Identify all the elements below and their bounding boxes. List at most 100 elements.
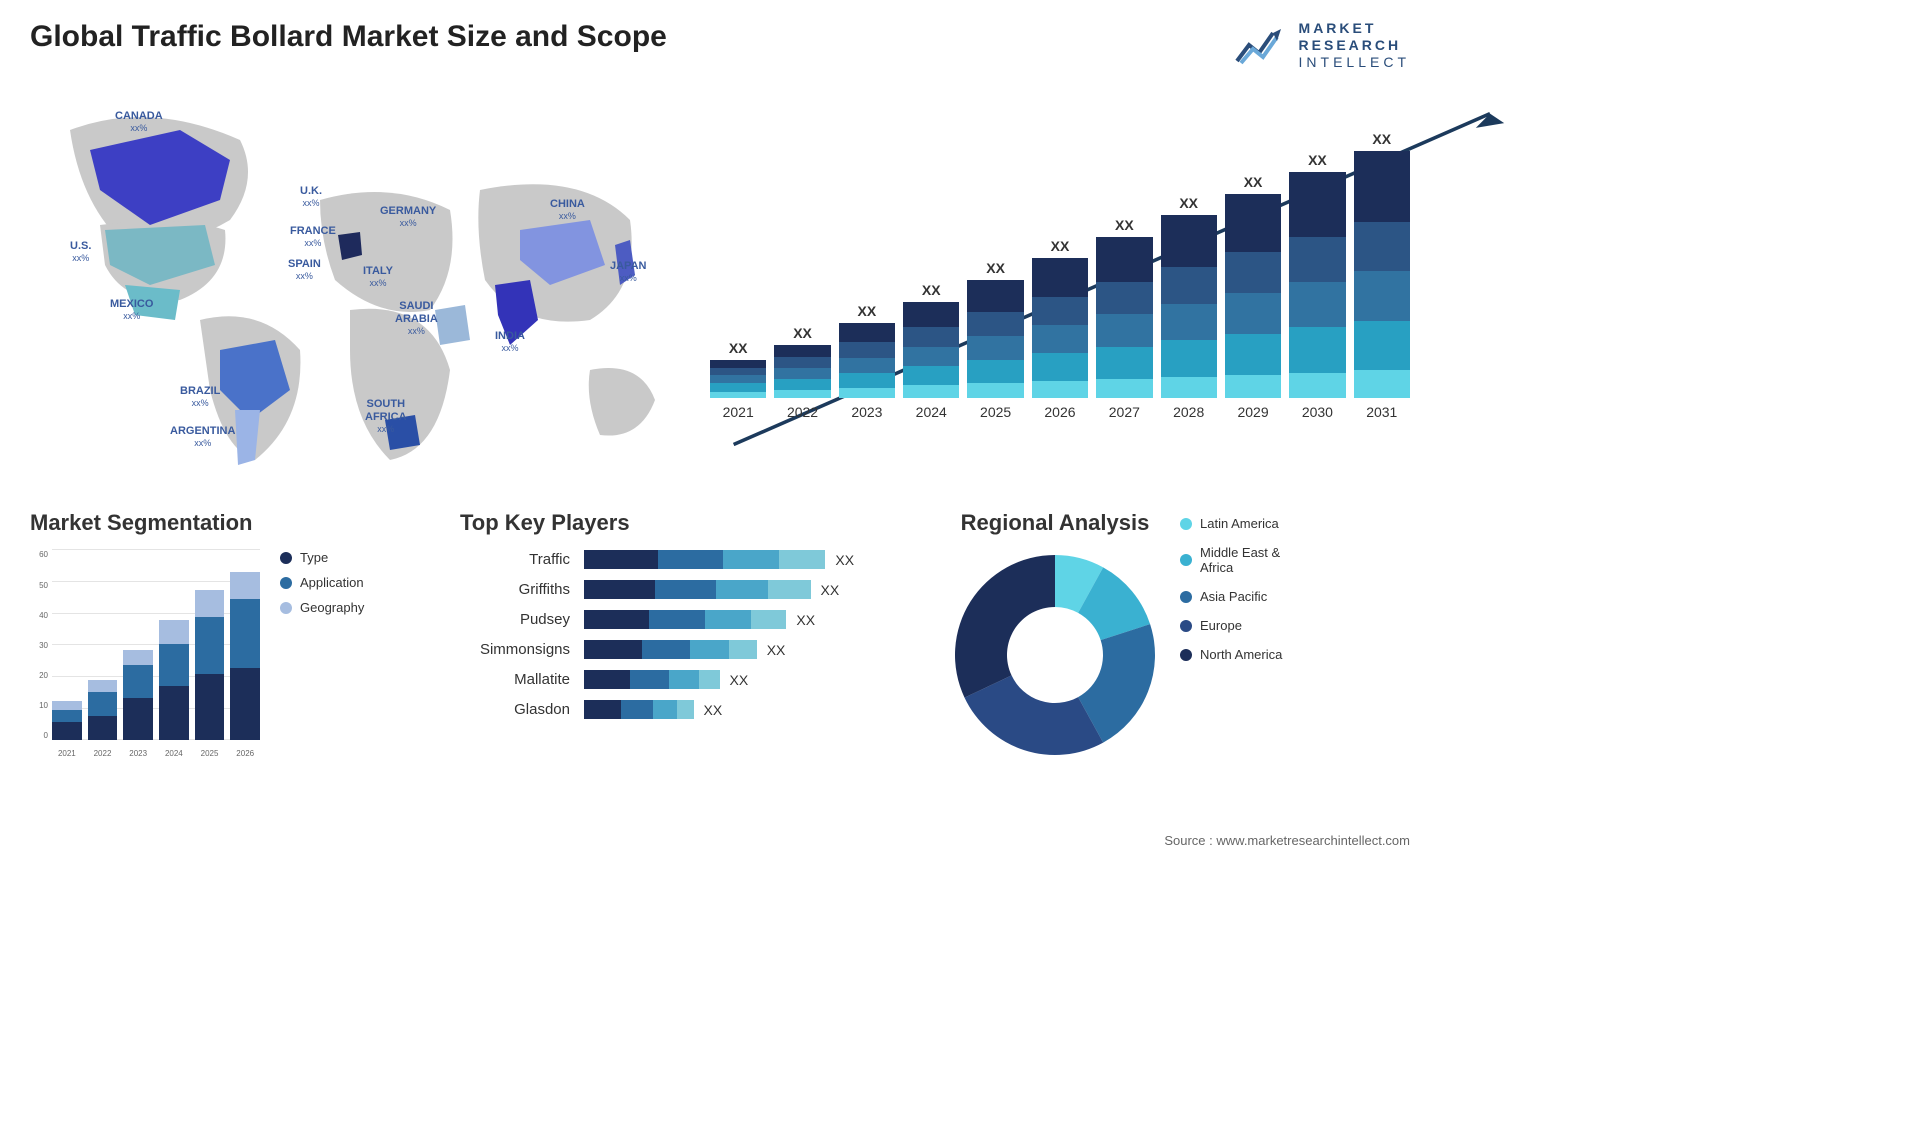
main-bar-seg [903, 385, 959, 398]
regional-title: Regional Analysis [950, 510, 1160, 536]
main-bar-seg [903, 327, 959, 346]
player-row: XX [584, 580, 920, 599]
main-bar-seg [1096, 237, 1152, 282]
main-bar-seg [967, 360, 1023, 384]
region-legend-item: Middle East &Africa [1180, 545, 1282, 575]
player-row: XX [584, 670, 920, 689]
logo: MARKET RESEARCH INTELLECT [1233, 20, 1410, 70]
main-bar-value: XX [986, 260, 1005, 276]
main-bar-seg [1161, 340, 1217, 377]
seg-legend-item: Application [280, 575, 364, 590]
map-svg [30, 90, 670, 480]
regional-section: Regional Analysis Latin AmericaMiddle Ea… [950, 510, 1410, 760]
main-bar-value: XX [922, 282, 941, 298]
map-label-japan: JAPANxx% [610, 260, 646, 283]
main-bar-seg [710, 375, 766, 384]
main-bar-seg [839, 323, 895, 342]
donut-chart [950, 550, 1160, 760]
main-bar-value: XX [1179, 195, 1198, 211]
main-bar-2023: XX2023 [839, 303, 895, 420]
main-bar-seg [1161, 377, 1217, 399]
regional-legend: Latin AmericaMiddle East &AfricaAsia Pac… [1180, 516, 1282, 662]
main-bar-seg [1225, 252, 1281, 293]
players-title: Top Key Players [460, 510, 920, 536]
main-bar-value: XX [729, 340, 748, 356]
main-bar-seg [1289, 282, 1345, 327]
main-bar-value: XX [793, 325, 812, 341]
bottom-row: Market Segmentation 0102030405060 202120… [30, 510, 1410, 760]
region-legend-item: Europe [1180, 618, 1282, 633]
seg-bar-2021 [52, 701, 82, 740]
main-bar-value: XX [1244, 174, 1263, 190]
main-bar-year: 2031 [1366, 404, 1397, 420]
region-legend-item: Asia Pacific [1180, 589, 1282, 604]
main-bar-seg [710, 392, 766, 398]
seg-bar-2023 [123, 650, 153, 740]
main-bar-year: 2024 [916, 404, 947, 420]
main-bar-seg [1032, 258, 1088, 297]
logo-text: MARKET RESEARCH INTELLECT [1299, 20, 1410, 70]
segmentation-legend: TypeApplicationGeography [280, 550, 364, 760]
segmentation-title: Market Segmentation [30, 510, 430, 536]
main-bar-2025: XX2025 [967, 260, 1023, 420]
main-bar-value: XX [1308, 152, 1327, 168]
player-label: Griffiths [460, 580, 570, 599]
main-bar-2029: XX2029 [1225, 174, 1281, 421]
main-bar-seg [774, 357, 830, 368]
main-bar-seg [1289, 172, 1345, 237]
player-row: XX [584, 550, 920, 569]
main-bar-seg [903, 302, 959, 328]
main-bar-seg [710, 383, 766, 392]
region-legend-item: North America [1180, 647, 1282, 662]
player-label: Traffic [460, 550, 570, 569]
main-bar-value: XX [1051, 238, 1070, 254]
main-bar-2022: XX 2022 [774, 325, 830, 421]
main-bar-seg [1289, 373, 1345, 399]
map-label-italy: ITALYxx% [363, 265, 393, 288]
main-bar-seg [774, 345, 830, 358]
main-bar-year: 2022 [787, 404, 818, 420]
player-label: Mallatite [460, 670, 570, 689]
players-bars: XXXXXXXXXXXX [584, 550, 920, 719]
player-value: XX [704, 702, 723, 718]
main-bar-value: XX [1372, 131, 1391, 147]
main-bar-seg [774, 368, 830, 379]
main-bar-value: XX [1115, 217, 1134, 233]
world-map: CANADAxx%U.S.xx%MEXICOxx%BRAZILxx%ARGENT… [30, 90, 670, 480]
map-label-france: FRANCExx% [290, 225, 336, 248]
main-bar-seg [1354, 222, 1410, 272]
map-label-spain: SPAINxx% [288, 258, 321, 281]
main-bar-chart: XX2021XX2022XX2023XX2024XX2025XX2026XX20… [710, 90, 1410, 480]
seg-legend-item: Type [280, 550, 364, 565]
main-bar-seg [1096, 314, 1152, 346]
main-bar-seg [1289, 237, 1345, 282]
main-bar-2031: XX 2031 [1354, 131, 1410, 421]
player-value: XX [835, 552, 854, 568]
player-label: Simmonsigns [460, 640, 570, 659]
main-bar-seg [903, 366, 959, 385]
main-bar-year: 2026 [1044, 404, 1075, 420]
main-bar-seg [839, 373, 895, 388]
segmentation-section: Market Segmentation 0102030405060 202120… [30, 510, 430, 760]
map-label-south-africa: SOUTHAFRICAxx% [365, 398, 407, 434]
map-label-china: CHINAxx% [550, 198, 585, 221]
main-bar-seg [967, 336, 1023, 360]
main-bar-seg [1354, 271, 1410, 321]
map-label-u-s-: U.S.xx% [70, 240, 91, 263]
main-bar-seg [839, 388, 895, 399]
player-label: Glasdon [460, 700, 570, 719]
main-bar-seg [710, 360, 766, 369]
main-bar-seg [1354, 370, 1410, 398]
map-label-u-k-: U.K.xx% [300, 185, 322, 208]
player-row: XX [584, 640, 920, 659]
donut-seg [955, 555, 1055, 698]
player-label: Pudsey [460, 610, 570, 629]
main-bar-seg [967, 280, 1023, 312]
main-bar-seg [1354, 321, 1410, 371]
header: Global Traffic Bollard Market Size and S… [30, 20, 1410, 70]
main-bar-2021: XX2021 [710, 340, 766, 421]
main-bar-year: 2027 [1109, 404, 1140, 420]
segmentation-chart: 0102030405060 202120222023202420252026 [30, 550, 260, 760]
map-label-saudi-arabia: SAUDIARABIAxx% [395, 300, 438, 336]
map-region-saudi [435, 305, 470, 345]
